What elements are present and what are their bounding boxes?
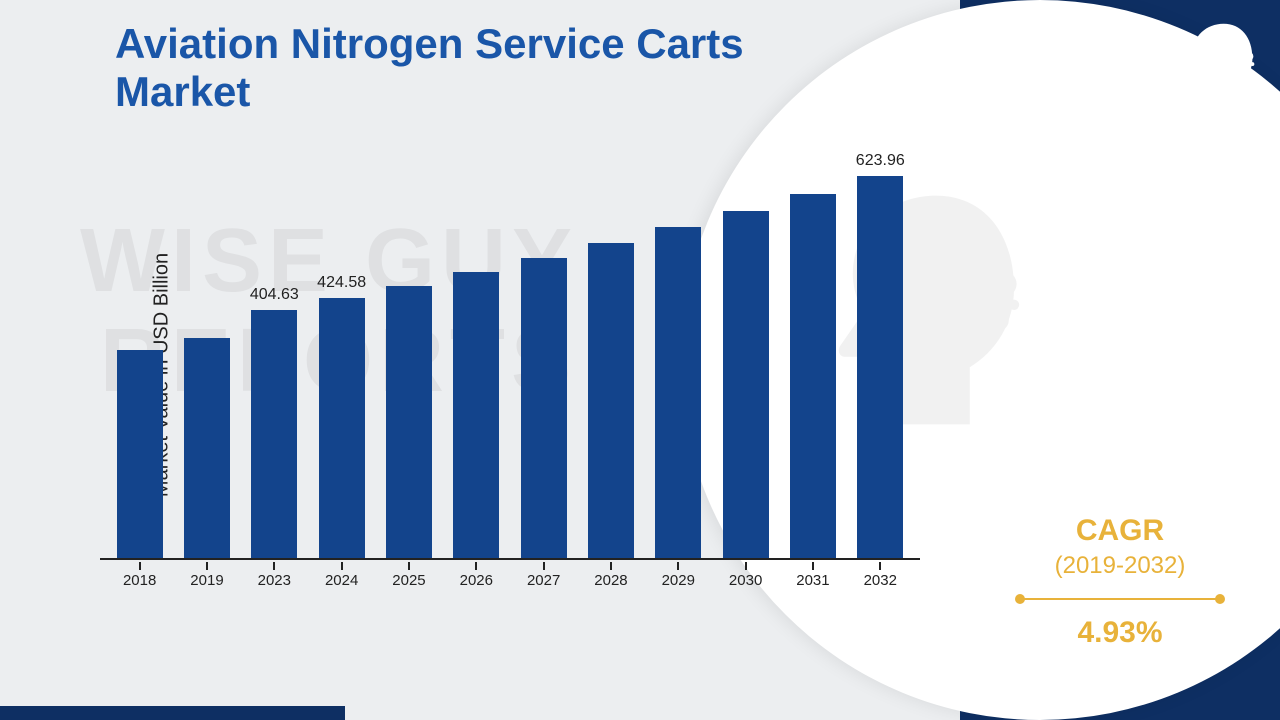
bar-wrap: 424.582024 <box>308 160 375 558</box>
chart-title: Aviation Nitrogen Service Carts Market <box>115 20 795 117</box>
plot-area: 20182019404.632023424.582024202520262027… <box>100 160 920 560</box>
x-tick-label: 2026 <box>460 572 493 589</box>
market-chart-card: WISE GUY REPORTS Aviation Nitrogen Servi… <box>0 0 1280 720</box>
x-tick <box>677 562 679 570</box>
brand-line1: WISE GUY <box>972 26 1160 58</box>
bar-wrap: 2027 <box>510 160 577 558</box>
x-tick-label: 2028 <box>594 572 627 589</box>
x-tick-label: 2019 <box>190 572 223 589</box>
brand-line2: REPORTS <box>972 60 1160 78</box>
bar-wrap: 2025 <box>375 160 442 558</box>
x-tick-label: 2023 <box>258 572 291 589</box>
bar-wrap: 2031 <box>779 160 846 558</box>
x-tick <box>745 562 747 570</box>
bar <box>521 258 567 558</box>
x-tick <box>408 562 410 570</box>
cagr-divider <box>1020 598 1220 600</box>
bar <box>723 211 769 558</box>
cagr-block: CAGR (2019-2032) 4.93% <box>1000 514 1240 650</box>
bar-wrap: 623.962032 <box>847 160 914 558</box>
x-tick-label: 2030 <box>729 572 762 589</box>
x-tick <box>273 562 275 570</box>
x-tick-label: 2018 <box>123 572 156 589</box>
bar-chart: Market Value in USD Billion 20182019404.… <box>60 160 920 590</box>
bar <box>790 194 836 558</box>
x-tick-label: 2025 <box>392 572 425 589</box>
x-tick-label: 2024 <box>325 572 358 589</box>
bar-value-label: 623.96 <box>820 152 940 170</box>
x-tick <box>879 562 881 570</box>
x-tick <box>812 562 814 570</box>
bar <box>588 243 634 558</box>
cagr-label: CAGR <box>1000 514 1240 548</box>
x-tick <box>341 562 343 570</box>
x-tick <box>206 562 208 570</box>
footer-accent-bar <box>0 706 345 720</box>
x-tick <box>543 562 545 570</box>
x-tick <box>475 562 477 570</box>
bar <box>386 286 432 558</box>
brand-head-icon <box>1166 18 1262 114</box>
x-tick-label: 2029 <box>662 572 695 589</box>
x-tick <box>139 562 141 570</box>
cagr-period: (2019-2032) <box>1000 552 1240 580</box>
x-tick-label: 2027 <box>527 572 560 589</box>
bar-wrap: 2018 <box>106 160 173 558</box>
bar-wrap: 404.632023 <box>241 160 308 558</box>
x-tick-label: 2032 <box>864 572 897 589</box>
bar <box>655 227 701 558</box>
brand-wordmark: WISE GUY REPORTS <box>972 26 1160 78</box>
bar-wrap: 2029 <box>645 160 712 558</box>
bar-wrap: 2030 <box>712 160 779 558</box>
cagr-value: 4.93% <box>1000 616 1240 650</box>
x-axis-line <box>100 558 920 560</box>
bar-wrap: 2026 <box>443 160 510 558</box>
bar <box>453 272 499 558</box>
x-tick <box>610 562 612 570</box>
bar-wrap: 2028 <box>577 160 644 558</box>
bar <box>117 350 163 558</box>
bar <box>857 176 903 558</box>
x-tick-label: 2031 <box>796 572 829 589</box>
bars-container: 20182019404.632023424.582024202520262027… <box>100 160 920 558</box>
bar <box>184 338 230 558</box>
bar <box>251 310 297 558</box>
bar <box>319 298 365 558</box>
bar-wrap: 2019 <box>173 160 240 558</box>
